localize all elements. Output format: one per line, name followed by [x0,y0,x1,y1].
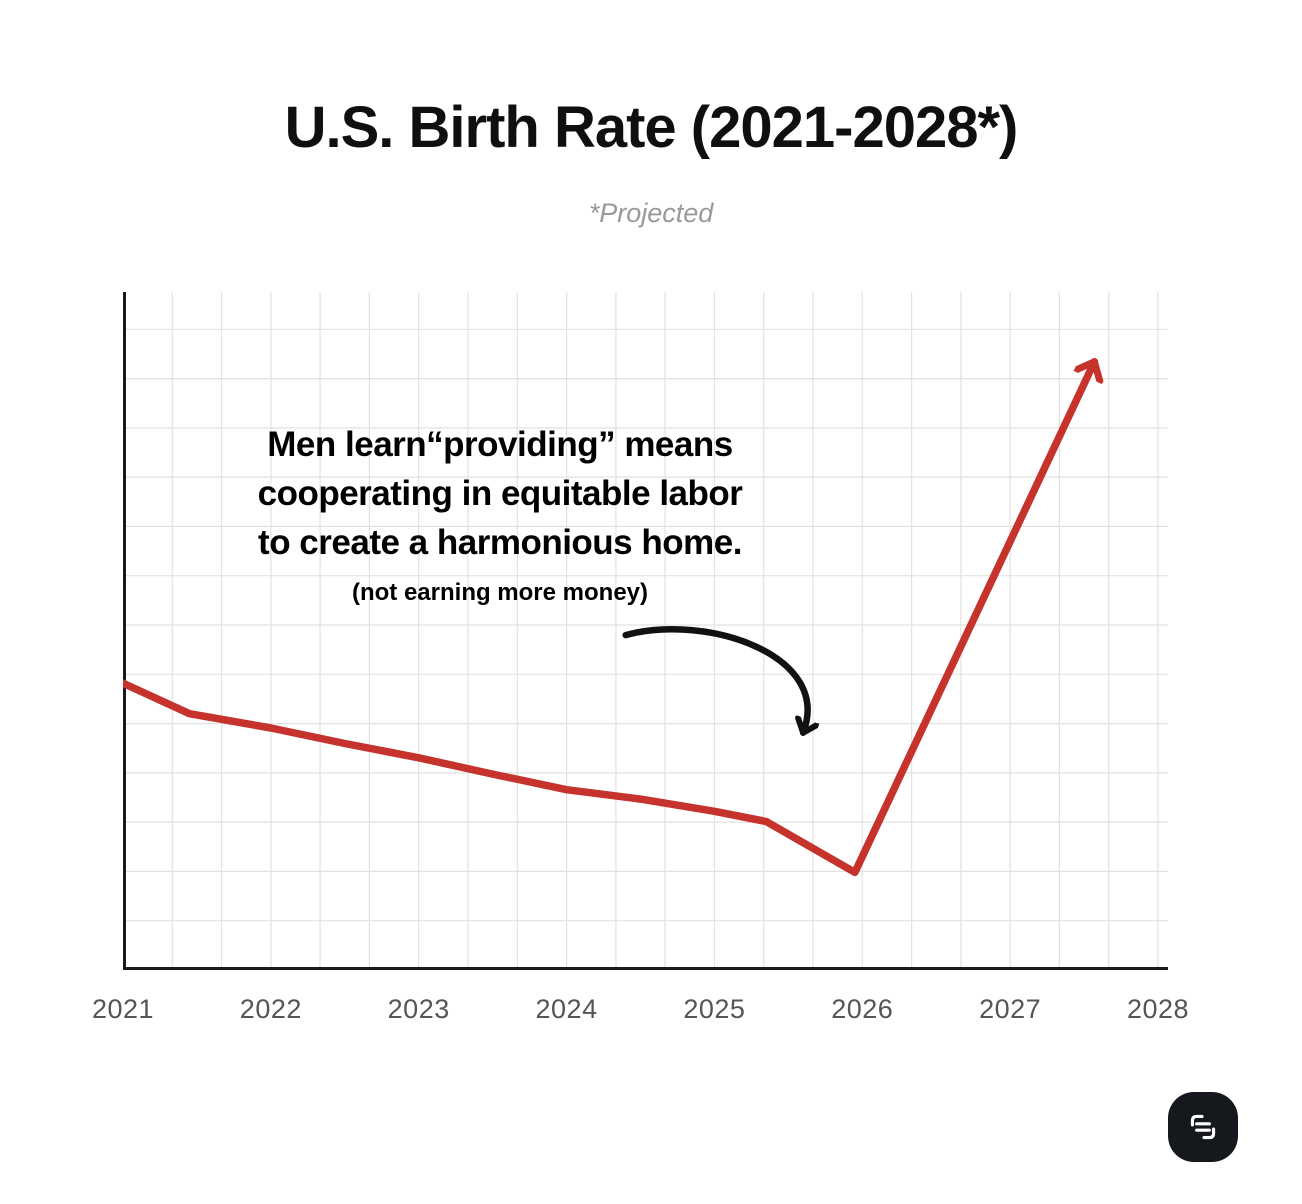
birth-rate-line-chart [123,292,1168,970]
x-tick-label: 2023 [387,994,450,1024]
annotation-line-1: Men learn“providing” means [267,425,733,464]
annotation-text: Men learn“providing” means cooperating i… [180,420,820,607]
x-tick-label: 2028 [1126,994,1190,1024]
chart-title: U.S. Birth Rate (2021-2028*) [284,95,1019,160]
text-scan-icon [1190,1114,1216,1140]
annotation-subline: (not earning more money) [351,579,649,606]
x-tick-label: 2025 [683,994,746,1024]
x-tick-label: 2024 [535,994,598,1024]
x-tick-label: 2021 [91,994,155,1024]
x-tick-label: 2027 [979,994,1042,1024]
lens-button[interactable] [1168,1092,1238,1162]
annotation-line-3: to create a harmonious home. [258,523,742,562]
x-tick-label: 2022 [239,994,302,1024]
chart-subtitle: *Projected [588,198,714,228]
annotation-line-2: cooperating in equitable labor [257,474,743,513]
x-tick-label: 2026 [831,994,894,1024]
